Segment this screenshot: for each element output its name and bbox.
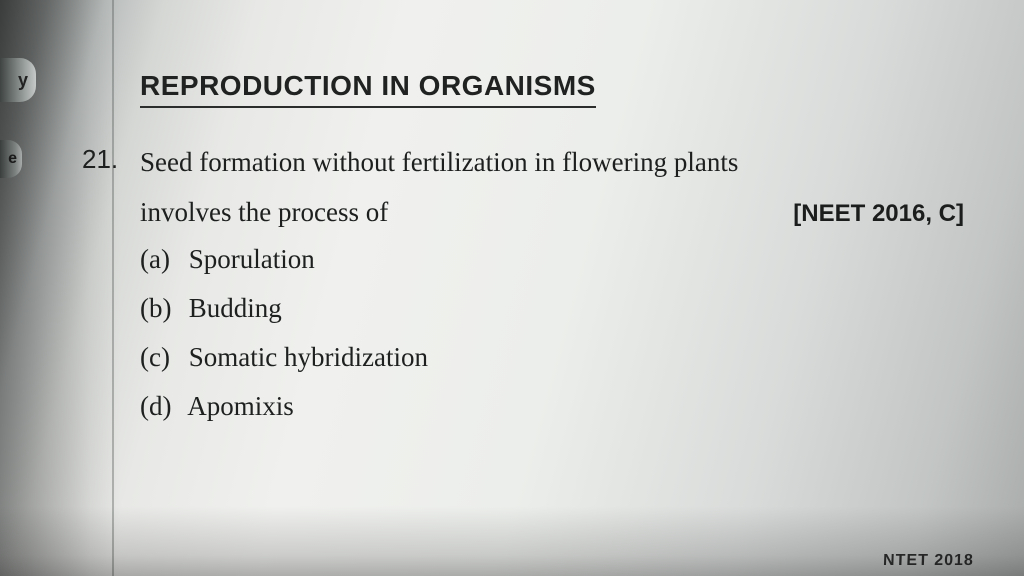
page-tab-secondary: e (0, 140, 22, 178)
question-block: 21. Seed formation without fertilization… (140, 142, 964, 422)
option-text: Somatic hybridization (189, 342, 428, 372)
page-tab-primary: y (0, 58, 36, 102)
question-line-1: Seed formation without fertilization in … (140, 142, 964, 184)
option-a: (a) Sporulation (140, 244, 964, 275)
question-number: 21. (82, 144, 118, 175)
option-label: (b) (140, 293, 182, 324)
corner-fragment: NTET 2018 (883, 552, 974, 570)
option-text: Apomixis (187, 391, 294, 421)
question-source: [NEET 2016, C] (793, 195, 964, 232)
bottom-shadow (0, 506, 1024, 576)
option-label: (d) (140, 391, 182, 422)
option-label: (c) (140, 342, 182, 373)
question-line-2: involves the process of (140, 192, 388, 234)
margin-rule (112, 0, 114, 576)
textbook-page: y e REPRODUCTION IN ORGANISMS 21. Seed f… (0, 0, 1024, 576)
option-text: Sporulation (189, 244, 315, 274)
options-list: (a) Sporulation (b) Budding (c) Somatic … (140, 244, 964, 422)
option-b: (b) Budding (140, 293, 964, 324)
question-line-2-row: involves the process of [NEET 2016, C] (140, 192, 964, 234)
option-label: (a) (140, 244, 182, 275)
option-text: Budding (189, 293, 282, 323)
chapter-title: REPRODUCTION IN ORGANISMS (140, 70, 596, 108)
option-c: (c) Somatic hybridization (140, 342, 964, 373)
option-d: (d) Apomixis (140, 391, 964, 422)
